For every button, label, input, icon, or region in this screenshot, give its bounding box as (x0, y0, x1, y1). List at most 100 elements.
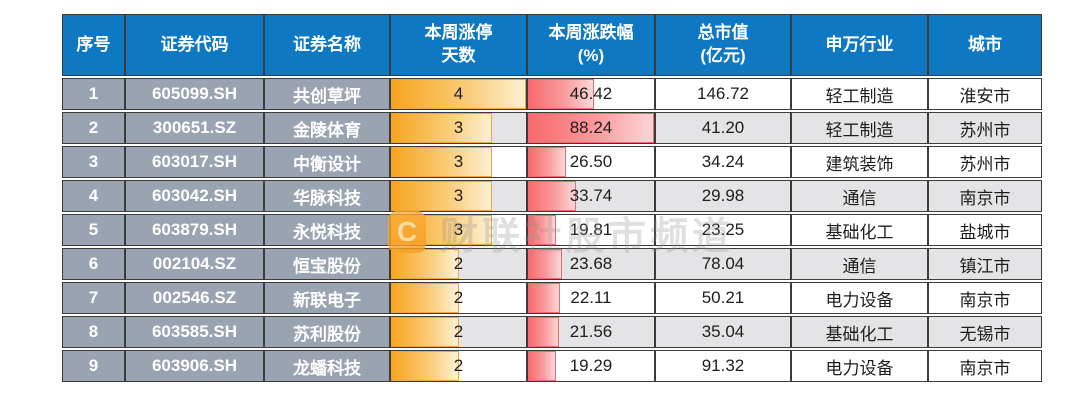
weekly_change_pct-databar (528, 181, 577, 211)
cell-code: 002104.SZ (125, 248, 264, 280)
cell-sw_industry: 基础化工 (791, 316, 928, 348)
cell-weekly_change_pct: 21.56 (527, 316, 655, 348)
cell-code: 603906.SH (125, 350, 264, 382)
table-row: 4 603042.SH 华脉科技 3 33.74 29.98 通信 南京市 (62, 180, 1042, 212)
weekly_change_pct-databar (528, 215, 557, 245)
cell-weekly_change_pct: 26.50 (527, 146, 655, 178)
column-header-line: 证券代码 (160, 34, 229, 54)
column-header-code: 证券代码 (125, 14, 264, 76)
cell-weekly_change_pct: 23.68 (527, 248, 655, 280)
limit_up_days-databar (391, 147, 493, 177)
table-header: 序号 证券代码 证券名称 本周涨停 天数 本周涨跌幅 (%) 总市值 (亿元) 申万行业 城市 (62, 14, 1042, 76)
cell-limit_up_days: 2 (390, 316, 527, 348)
cell-market_cap_100m: 23.25 (655, 214, 791, 246)
cell-sw_industry: 轻工制造 (791, 78, 928, 110)
limit_up_days-value: 2 (453, 254, 464, 273)
weekly_change_pct-value: 33.74 (569, 186, 613, 205)
limit_up_days-databar (391, 317, 459, 347)
column-header-line: 天数 (441, 46, 476, 65)
cell-city: 苏州市 (928, 112, 1042, 144)
column-header-city: 城市 (928, 14, 1042, 76)
column-header-line: 城市 (968, 34, 1002, 54)
cell-code: 603042.SH (125, 180, 264, 212)
cell-weekly_change_pct: 88.24 (527, 112, 655, 144)
column-header-market_cap_100m: 总市值 (亿元) (655, 14, 791, 76)
cell-city: 南京市 (928, 180, 1042, 212)
cell-name: 金陵体育 (264, 112, 390, 144)
cell-weekly_change_pct: 33.74 (527, 180, 655, 212)
weekly_change_pct-databar (528, 283, 560, 313)
limit_up_days-value: 2 (453, 356, 464, 375)
cell-sw_industry: 轻工制造 (791, 112, 928, 144)
cell-weekly_change_pct: 46.42 (527, 78, 655, 110)
limit_up_days-databar (391, 181, 493, 211)
weekly_change_pct-value: 21.56 (569, 322, 613, 341)
column-header-weekly_change_pct: 本周涨跌幅 (%) (527, 14, 655, 76)
cell-name: 华脉科技 (264, 180, 390, 212)
cell-sw_industry: 电力设备 (791, 350, 928, 382)
cell-market_cap_100m: 34.24 (655, 146, 791, 178)
cell-weekly_change_pct: 22.11 (527, 282, 655, 314)
table-row: 3 603017.SH 中衡设计 3 26.50 34.24 建筑装饰 苏州市 (62, 146, 1042, 178)
weekly_change_pct-value: 19.81 (569, 220, 613, 239)
limit_up_days-databar (391, 79, 526, 109)
limit_up_days-value: 2 (453, 322, 464, 341)
cell-market_cap_100m: 91.32 (655, 350, 791, 382)
column-header-limit_up_days: 本周涨停 天数 (390, 14, 527, 76)
table-row: 1 605099.SH 共创草坪 4 46.42 146.72 轻工制造 淮安市 (62, 78, 1042, 110)
cell-limit_up_days: 2 (390, 282, 527, 314)
limit_up_days-value: 2 (453, 288, 464, 307)
column-header-line: 证券名称 (293, 34, 361, 54)
cell-name: 苏利股份 (264, 316, 390, 348)
cell-limit_up_days: 3 (390, 112, 527, 144)
header-row: 序号 证券代码 证券名称 本周涨停 天数 本周涨跌幅 (%) 总市值 (亿元) 申万行业 城市 (62, 14, 1042, 76)
cell-city: 苏州市 (928, 146, 1042, 178)
limit_up_days-value: 4 (453, 84, 464, 103)
limit_up_days-value: 3 (453, 152, 464, 171)
weekly_change_pct-databar (528, 113, 654, 143)
weekly_change_pct-databar (528, 147, 566, 177)
column-header-line: 总市值 (697, 23, 749, 43)
cell-limit_up_days: 3 (390, 214, 527, 246)
column-header-line: 申万行业 (825, 34, 894, 54)
cell-limit_up_days: 3 (390, 180, 527, 212)
cell-code: 002546.SZ (125, 282, 264, 314)
cell-market_cap_100m: 41.20 (655, 112, 791, 144)
cell-sw_industry: 通信 (791, 180, 928, 212)
column-header-line: 序号 (76, 34, 111, 54)
cell-name: 恒宝股份 (264, 248, 390, 280)
limit_up_days-databar (391, 283, 459, 313)
limit_up_days-databar (391, 351, 459, 381)
cell-rank: 2 (62, 112, 125, 144)
cell-code: 603879.SH (125, 214, 264, 246)
cell-name: 龙蟠科技 (264, 350, 390, 382)
weekly_change_pct-value: 19.29 (569, 356, 613, 375)
cell-name: 共创草坪 (264, 78, 390, 110)
cell-rank: 6 (62, 248, 125, 280)
cell-limit_up_days: 4 (390, 78, 527, 110)
table-row: 8 603585.SH 苏利股份 2 21.56 35.04 基础化工 无锡市 (62, 316, 1042, 348)
cell-city: 南京市 (928, 282, 1042, 314)
cell-name: 新联电子 (264, 282, 390, 314)
cell-code: 603017.SH (125, 146, 264, 178)
cell-rank: 4 (62, 180, 125, 212)
weekly_change_pct-value: 22.11 (570, 288, 612, 307)
cell-name: 永悦科技 (264, 214, 390, 246)
cell-code: 603585.SH (125, 316, 264, 348)
limit_up_days-value: 3 (453, 220, 464, 239)
cell-city: 镇江市 (928, 248, 1042, 280)
cell-city: 南京市 (928, 350, 1042, 382)
column-header-rank: 序号 (62, 14, 125, 76)
cell-market_cap_100m: 29.98 (655, 180, 791, 212)
cell-rank: 7 (62, 282, 125, 314)
cell-sw_industry: 建筑装饰 (791, 146, 928, 178)
weekly_change_pct-value: 88.24 (569, 118, 613, 137)
column-header-name: 证券名称 (264, 14, 390, 76)
cell-weekly_change_pct: 19.29 (527, 350, 655, 382)
table-row: 5 603879.SH 永悦科技 3 19.81 23.25 基础化工 盐城市 (62, 214, 1042, 246)
column-header-line: 本周涨停 (424, 23, 493, 43)
cell-market_cap_100m: 146.72 (655, 78, 791, 110)
cell-rank: 1 (62, 78, 125, 110)
weekly_change_pct-databar (528, 317, 559, 347)
